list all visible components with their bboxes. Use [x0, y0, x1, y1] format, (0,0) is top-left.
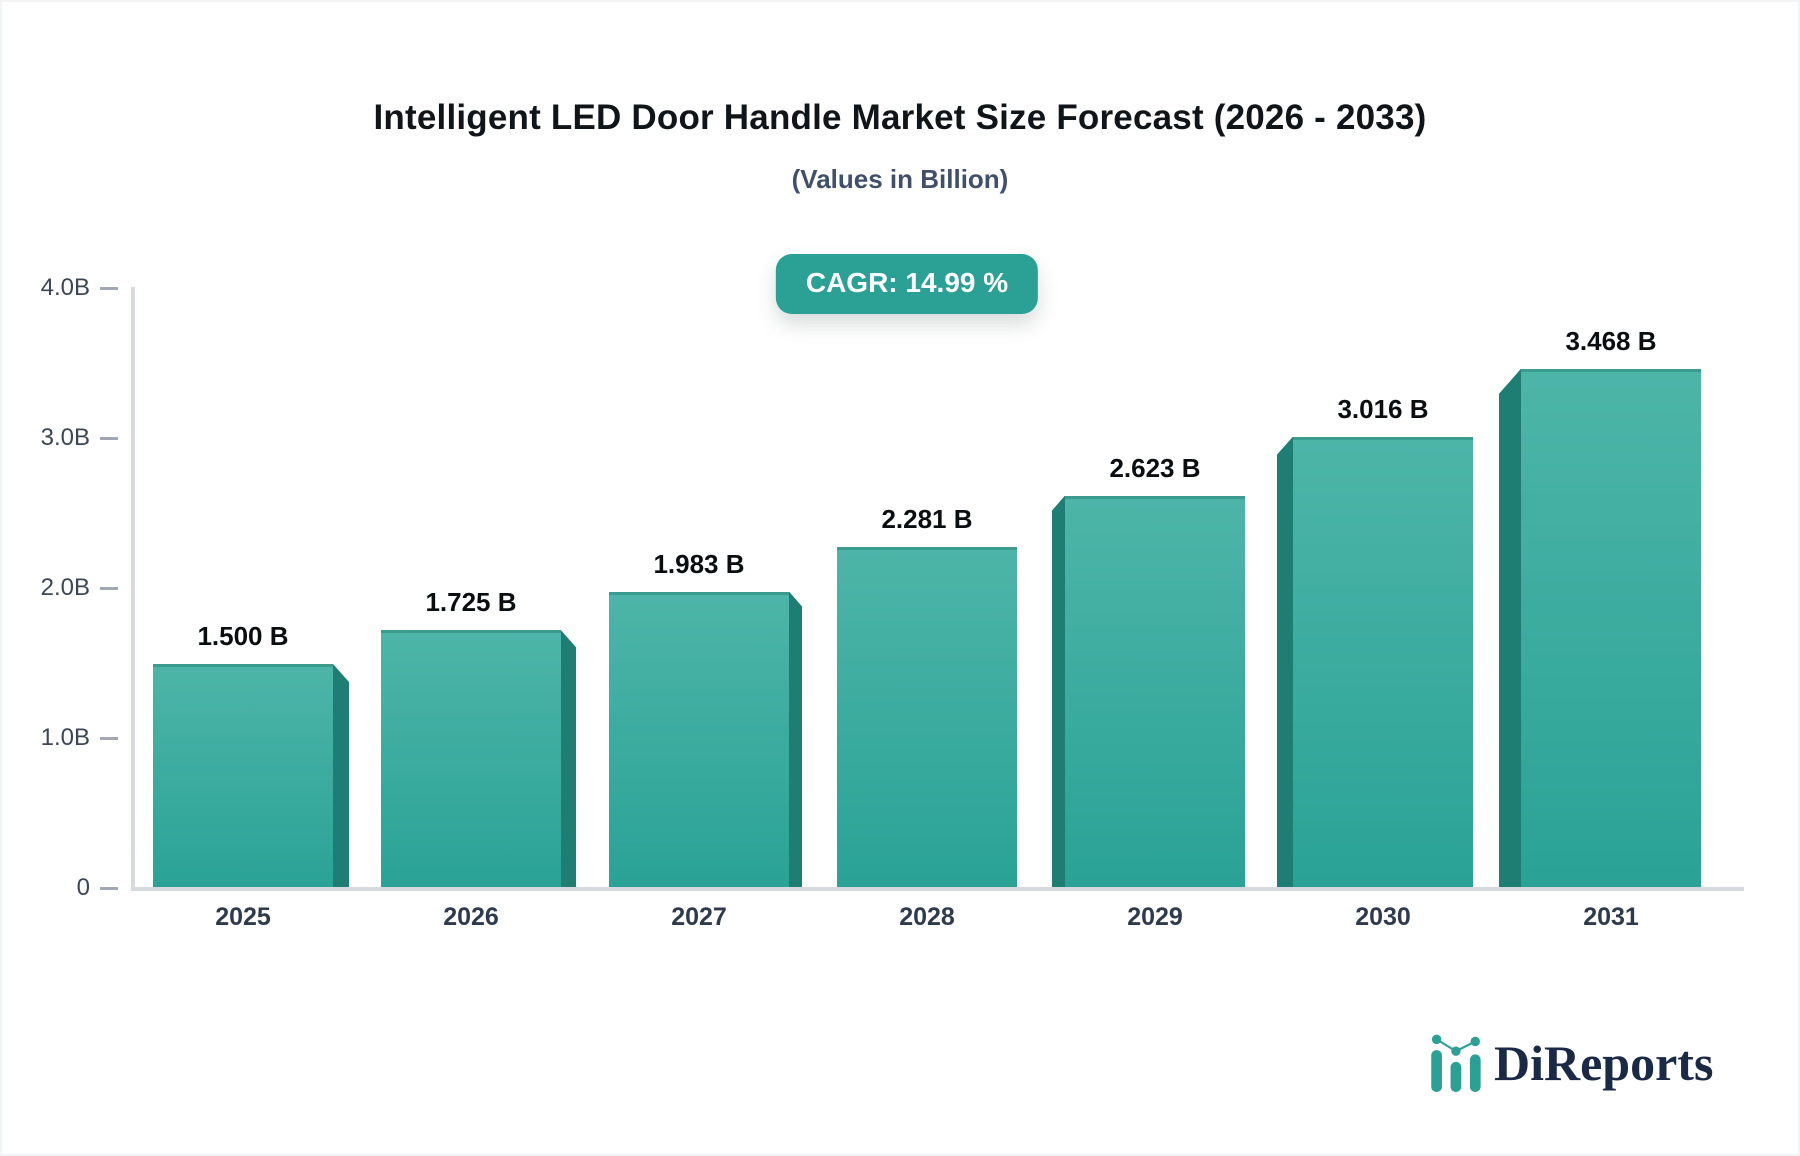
bar-side-face	[333, 664, 349, 889]
bar-2031[interactable]	[1521, 368, 1701, 889]
x-tick-label-2027: 2027	[671, 903, 727, 931]
direports-logo-text: DiReports	[1494, 1035, 1714, 1091]
bar-2030[interactable]	[1293, 436, 1473, 889]
bar-side-face	[561, 630, 576, 889]
bar-value-label: 1.725 B	[425, 587, 517, 618]
bar-value-label: 1.983 B	[653, 548, 745, 579]
bar-value-label: 3.468 B	[1565, 325, 1657, 356]
direports-logo: DiReports	[1430, 1034, 1713, 1092]
x-tick-label-2026: 2026	[443, 903, 499, 931]
x-tick-label-2028: 2028	[899, 903, 955, 931]
bar-value-label: 2.281 B	[881, 503, 973, 534]
cagr-badge: CAGR: 14.99 %	[775, 254, 1039, 314]
y-tick-dash	[100, 587, 118, 590]
bar-2025[interactable]	[153, 664, 333, 889]
chart-title: Intelligent LED Door Handle Market Size …	[373, 98, 1427, 137]
y-tick-label: 2.0B	[40, 574, 90, 601]
y-tick-dash	[100, 887, 118, 890]
bar-2029[interactable]	[1065, 495, 1245, 889]
y-tick-dash	[100, 737, 118, 740]
direports-logo-icon	[1431, 1034, 1481, 1092]
y-tick-label: 1.0B	[40, 724, 90, 751]
bar-side-face	[1277, 436, 1293, 889]
bar-2028[interactable]	[837, 546, 1017, 889]
bar-side-face	[789, 591, 802, 889]
bar-value-label: 3.016 B	[1337, 393, 1429, 424]
x-tick-label-2029: 2029	[1127, 903, 1183, 931]
bar-side-face	[1052, 495, 1065, 889]
bar-value-label: 1.500 B	[197, 621, 289, 651]
x-tick-label-2025: 2025	[215, 903, 271, 931]
bar-2026[interactable]	[381, 630, 561, 889]
y-axis-line	[131, 287, 135, 891]
y-tick-label: 4.0B	[40, 274, 90, 301]
bar-value-label: 2.623 B	[1109, 452, 1201, 483]
y-tick-label: 3.0B	[40, 424, 90, 451]
x-tick-label-2030: 2030	[1355, 903, 1411, 931]
bar-2027[interactable]	[609, 591, 789, 889]
y-tick-label: 0	[76, 874, 90, 901]
x-baseline	[131, 887, 1744, 891]
y-tick-dash	[100, 287, 118, 290]
chart-subtitle: (Values in Billion)	[791, 164, 1009, 194]
bar-side-face	[1499, 368, 1521, 889]
x-tick-label-2031: 2031	[1583, 903, 1639, 931]
y-tick-dash	[100, 437, 118, 440]
